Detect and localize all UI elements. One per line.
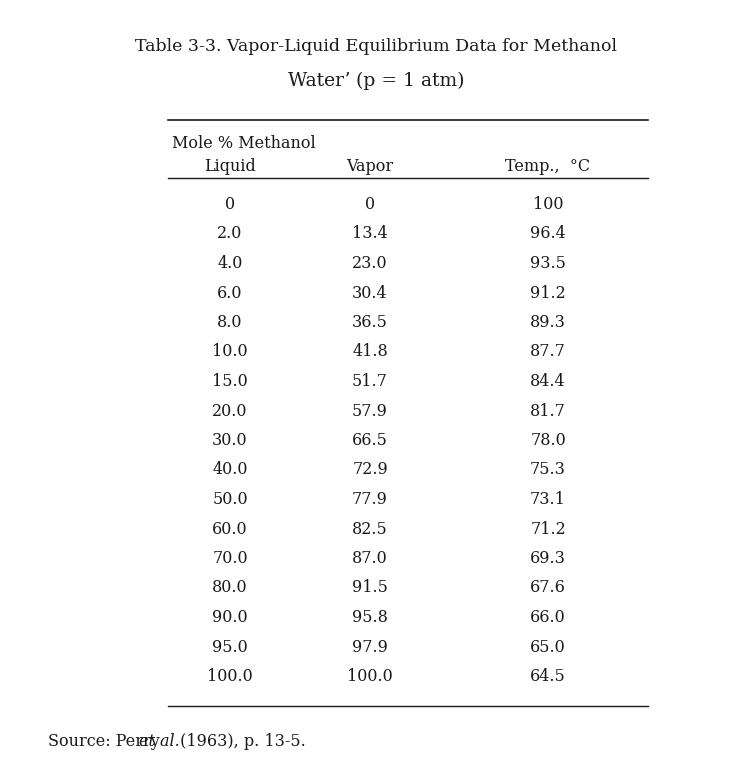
Text: 13.4: 13.4 <box>352 226 388 242</box>
Text: 10.0: 10.0 <box>212 344 248 360</box>
Text: 23.0: 23.0 <box>352 255 388 272</box>
Text: Mole % Methanol: Mole % Methanol <box>172 135 316 152</box>
Text: 15.0: 15.0 <box>212 373 248 390</box>
Text: 89.3: 89.3 <box>530 314 566 331</box>
Text: 82.5: 82.5 <box>352 521 388 537</box>
Text: 90.0: 90.0 <box>212 609 248 626</box>
Text: Source: Perry: Source: Perry <box>48 733 165 751</box>
Text: Waterʼ (p = 1 atm): Waterʼ (p = 1 atm) <box>288 72 464 90</box>
Text: 100.0: 100.0 <box>347 668 393 685</box>
Text: 91.5: 91.5 <box>352 579 388 597</box>
Text: 84.4: 84.4 <box>530 373 566 390</box>
Text: 36.5: 36.5 <box>352 314 388 331</box>
Text: 80.0: 80.0 <box>212 579 248 597</box>
Text: 50.0: 50.0 <box>212 491 248 508</box>
Text: 72.9: 72.9 <box>352 461 388 479</box>
Text: 71.2: 71.2 <box>530 521 566 537</box>
Text: 60.0: 60.0 <box>212 521 248 537</box>
Text: 40.0: 40.0 <box>212 461 247 479</box>
Text: Vapor: Vapor <box>347 158 393 175</box>
Text: 64.5: 64.5 <box>530 668 566 685</box>
Text: 97.9: 97.9 <box>352 638 388 655</box>
Text: Temp.,  °C: Temp., °C <box>505 158 590 175</box>
Text: 0: 0 <box>225 196 235 213</box>
Text: 78.0: 78.0 <box>530 432 566 449</box>
Text: 69.3: 69.3 <box>530 550 566 567</box>
Text: 8.0: 8.0 <box>217 314 243 331</box>
Text: 96.4: 96.4 <box>530 226 566 242</box>
Text: (1963), p. 13-5.: (1963), p. 13-5. <box>175 733 306 751</box>
Text: 67.6: 67.6 <box>530 579 566 597</box>
Text: 87.7: 87.7 <box>530 344 566 360</box>
Text: 81.7: 81.7 <box>530 403 566 420</box>
Text: 41.8: 41.8 <box>352 344 388 360</box>
Text: 77.9: 77.9 <box>352 491 388 508</box>
Text: Liquid: Liquid <box>204 158 256 175</box>
Text: 100.0: 100.0 <box>207 668 253 685</box>
Text: 57.9: 57.9 <box>352 403 388 420</box>
Text: 66.5: 66.5 <box>352 432 388 449</box>
Text: 0: 0 <box>365 196 375 213</box>
Text: 30.4: 30.4 <box>352 284 388 302</box>
Text: 4.0: 4.0 <box>217 255 243 272</box>
Text: 30.0: 30.0 <box>212 432 248 449</box>
Text: 73.1: 73.1 <box>530 491 566 508</box>
Text: 65.0: 65.0 <box>530 638 566 655</box>
Text: 66.0: 66.0 <box>530 609 566 626</box>
Text: 2.0: 2.0 <box>217 226 243 242</box>
Text: 95.8: 95.8 <box>352 609 388 626</box>
Text: 70.0: 70.0 <box>212 550 248 567</box>
Text: 6.0: 6.0 <box>217 284 243 302</box>
Text: 100: 100 <box>532 196 563 213</box>
Text: 91.2: 91.2 <box>530 284 566 302</box>
Text: 20.0: 20.0 <box>212 403 247 420</box>
Text: 51.7: 51.7 <box>352 373 388 390</box>
Text: 75.3: 75.3 <box>530 461 566 479</box>
Text: 93.5: 93.5 <box>530 255 566 272</box>
Text: 87.0: 87.0 <box>352 550 388 567</box>
Text: Table 3-3. Vapor-Liquid Equilibrium Data for Methanol: Table 3-3. Vapor-Liquid Equilibrium Data… <box>135 38 617 55</box>
Text: et al.: et al. <box>139 733 180 751</box>
Text: 95.0: 95.0 <box>212 638 248 655</box>
